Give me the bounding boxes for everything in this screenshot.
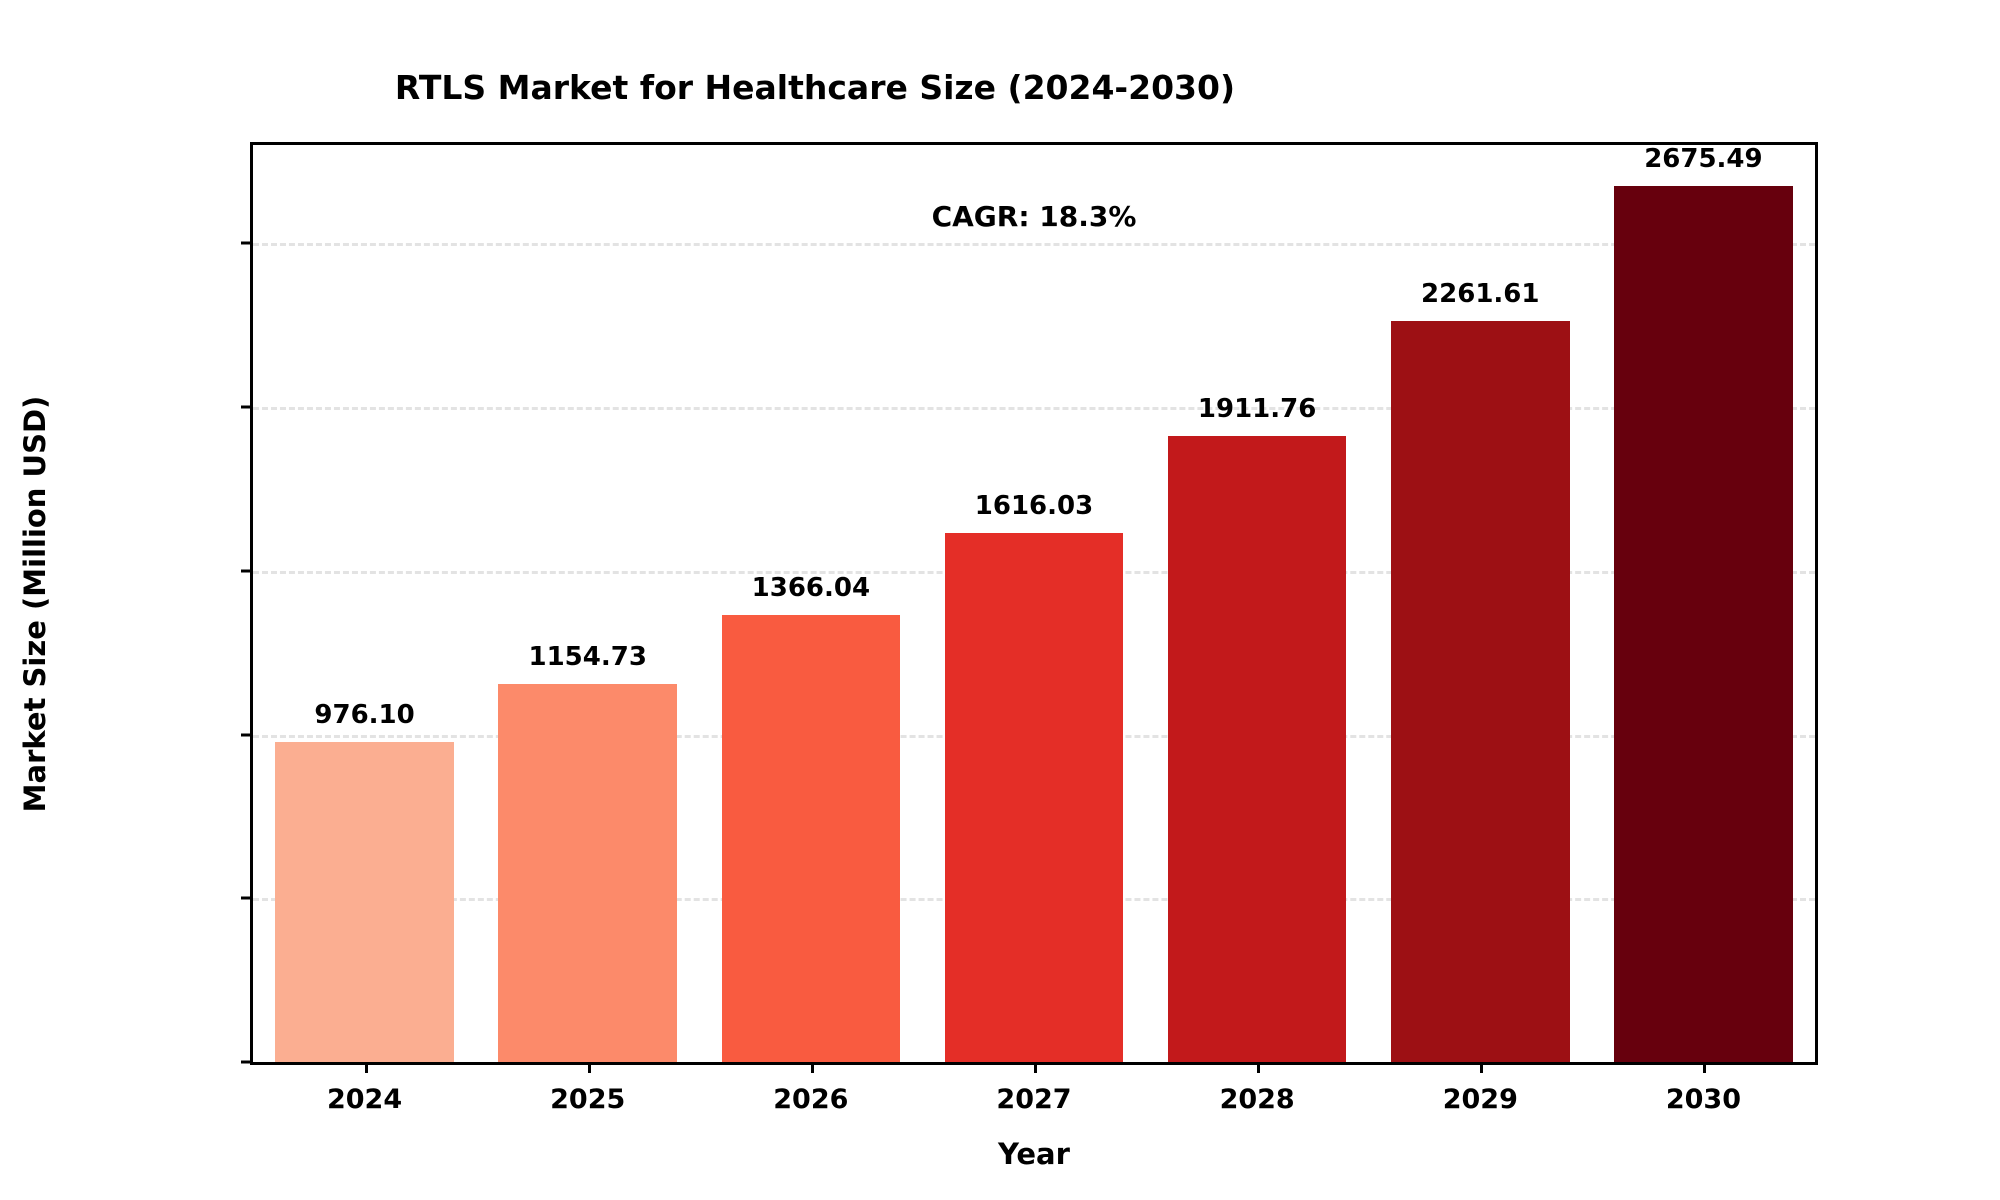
x-tick-mark	[1480, 1062, 1484, 1073]
bar-value-label: 2261.61	[1421, 279, 1540, 310]
y-tick-mark	[241, 569, 252, 573]
gridline	[253, 407, 1815, 410]
x-tick-mark	[1703, 1062, 1707, 1073]
bar[interactable]	[721, 614, 901, 1062]
y-tick-mark	[241, 405, 252, 409]
bar-group: 1366.04	[721, 145, 901, 1062]
x-tick-label: 2028	[1219, 1084, 1295, 1115]
x-axis-layer: Year 2024 2025 2026 2027 2028 2029 2030	[253, 1062, 1815, 1171]
bar[interactable]	[1614, 185, 1793, 1062]
bar-value-label: 2675.49	[1644, 143, 1763, 174]
x-tick-label: 2029	[1442, 1084, 1518, 1115]
bar-group: 1616.03	[944, 145, 1124, 1062]
bar-group: 2675.49	[1614, 143, 1793, 1062]
bar-group: 2261.61	[1391, 145, 1570, 1062]
bar-value-label: 1911.76	[1197, 393, 1317, 424]
y-tick-mark	[241, 733, 252, 736]
y-axis-label: Market Size (Million USD)	[18, 395, 52, 812]
cagr-annotation: CAGR: 18.3%	[931, 200, 1137, 233]
x-tick-label: 2030	[1665, 1084, 1741, 1115]
plot-area: 05001000150020002500 Market Size (Millio…	[18, 142, 1818, 1171]
bar[interactable]	[1167, 435, 1347, 1062]
y-tick-mark	[241, 241, 252, 245]
x-tick-label: 2024	[326, 1084, 403, 1115]
chart-title: RTLS Market for Healthcare Size (2024-20…	[394, 68, 1236, 107]
gridline	[253, 243, 1815, 247]
x-tick-label: 2026	[773, 1084, 849, 1115]
bars-layer: 976.10 1154.73 1366.04 1616.03 1911.76 2261.6…	[253, 143, 1815, 1062]
bar-group: 1911.76	[1167, 145, 1347, 1062]
x-tick-mark	[1257, 1062, 1261, 1073]
bar-group: 1154.73	[498, 145, 677, 1062]
bar[interactable]	[944, 532, 1124, 1062]
bar-value-label: 1154.73	[528, 641, 647, 672]
bar-value-label: 1616.03	[974, 490, 1094, 521]
bar-value-label: 1366.04	[751, 572, 871, 603]
bar[interactable]	[1391, 321, 1570, 1062]
y-tick-mark	[241, 896, 252, 900]
bar-group: 976.10	[275, 145, 454, 1062]
x-tick-label: 2025	[550, 1084, 626, 1115]
x-tick-mark	[810, 1062, 814, 1073]
y-tick-mark	[241, 1060, 252, 1064]
bar[interactable]	[498, 683, 677, 1062]
x-axis-label: Year	[998, 1137, 1070, 1171]
bar-value-label: 976.10	[314, 700, 415, 731]
x-tick-mark	[1034, 1062, 1037, 1073]
x-tick-mark	[364, 1062, 368, 1073]
bar[interactable]	[275, 742, 454, 1062]
x-tick-label: 2027	[996, 1084, 1072, 1115]
x-tick-mark	[587, 1062, 591, 1073]
